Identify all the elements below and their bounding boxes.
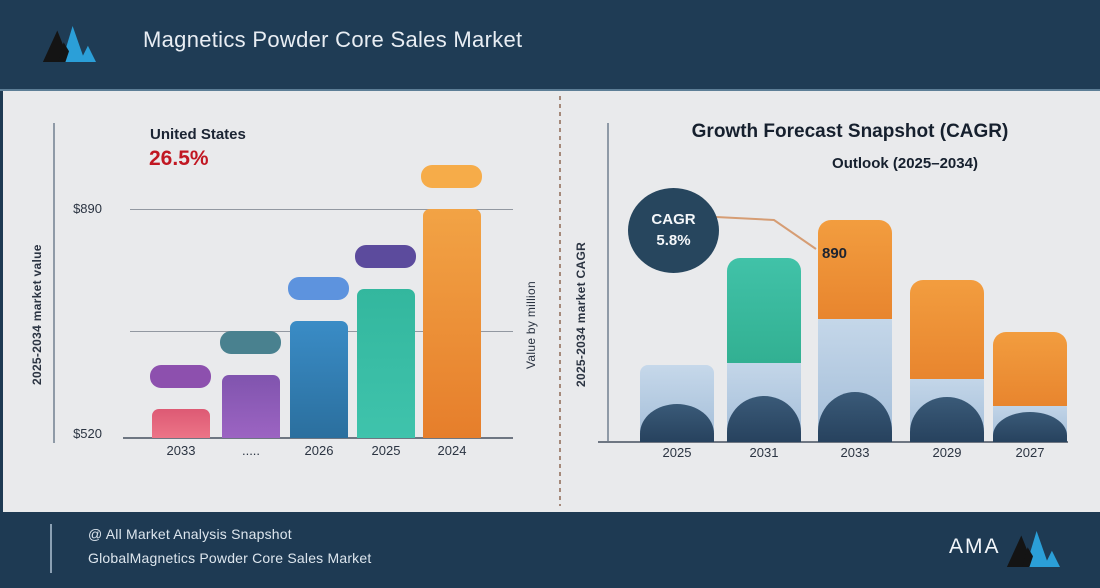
left-bar-.....	[222, 375, 280, 438]
left-bar-cap-2025	[355, 245, 416, 268]
header: Magnetics Powder Core Sales Market	[0, 0, 1100, 91]
right-x-label: 2033	[840, 445, 870, 460]
left-x-label: 2025	[371, 443, 401, 458]
right-y-axis-title: 2025-2034 market CAGR	[574, 241, 588, 388]
right-chart-subtitle: Outlook (2025–2034)	[832, 155, 978, 172]
right-x-label: 2025	[662, 445, 692, 460]
ama-logo-footer-icon	[1006, 531, 1060, 567]
right-bar-top-2027	[993, 332, 1067, 406]
right-bar-top-2031	[727, 258, 801, 363]
panel-divider	[559, 96, 561, 506]
right-x-axis-line	[598, 441, 1068, 443]
footer-line-2: GlobalMagnetics Powder Core Sales Market	[88, 550, 372, 566]
right-chart-title: Growth Forecast Snapshot (CAGR)	[691, 121, 1009, 142]
left-y-axis-title: 2025-2034 market value	[30, 244, 44, 386]
right-bar-top-2029	[910, 280, 984, 379]
value-by-million-label: Value by million	[524, 281, 538, 369]
left-gridline-890	[130, 209, 513, 210]
left-bar-cap-2026	[288, 277, 349, 300]
right-x-label: 2031	[749, 445, 779, 460]
highlight-value: 26.5%	[149, 147, 209, 170]
left-bar-2024	[423, 209, 481, 438]
right-bar-top-2033	[818, 220, 892, 319]
cagr-badge-value: 5.8%	[656, 231, 691, 249]
page-title: Magnetics Powder Core Sales Market	[143, 27, 523, 52]
footer-brand-text: AMA	[949, 535, 1001, 558]
bar-value-annotation: 890	[822, 245, 848, 262]
left-bar-2033	[152, 409, 210, 438]
y-tick-520: $520	[73, 426, 102, 441]
region-label: United States	[150, 126, 246, 143]
left-bar-2025	[357, 289, 415, 438]
right-x-label: 2029	[932, 445, 962, 460]
y-tick-890: $890	[73, 201, 102, 216]
left-y-axis-line	[53, 123, 55, 443]
footer-divider	[50, 524, 52, 573]
cagr-badge-label: CAGR	[651, 211, 696, 229]
left-x-label: 2026	[304, 443, 334, 458]
left-x-label: .....	[241, 443, 261, 458]
left-x-label: 2033	[166, 443, 196, 458]
left-bar-cap-2024	[421, 165, 482, 188]
left-x-label: 2024	[437, 443, 467, 458]
left-bar-cap-2033	[150, 365, 211, 388]
left-bar-2026	[290, 321, 348, 438]
ama-logo-icon	[42, 26, 96, 62]
left-x-axis-line	[123, 437, 513, 439]
right-bar-base-2027	[993, 412, 1067, 442]
left-bar-cap-.....	[220, 331, 281, 354]
right-y-axis-line	[607, 123, 609, 443]
cagr-badge: CAGR 5.8%	[628, 188, 719, 273]
footer-line-1: @ All Market Analysis Snapshot	[88, 526, 292, 542]
right-x-label: 2027	[1015, 445, 1045, 460]
footer: @ All Market Analysis Snapshot GlobalMag…	[0, 512, 1100, 588]
